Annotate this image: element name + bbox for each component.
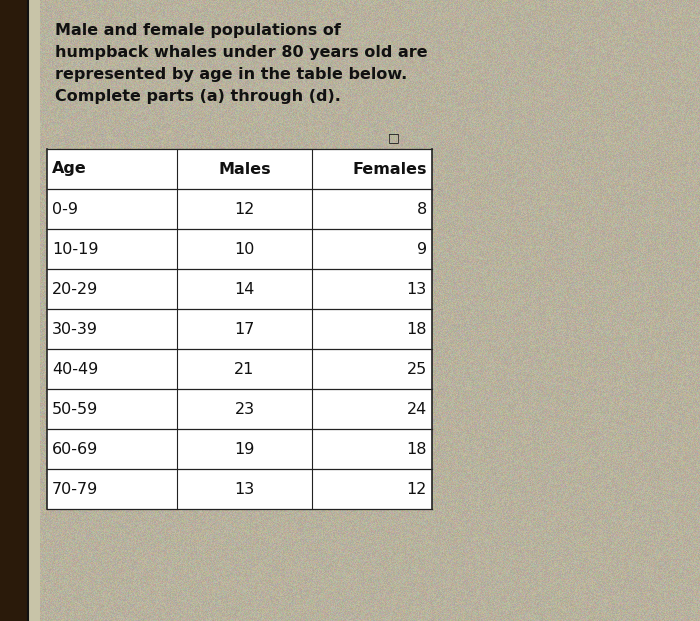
Text: 20-29: 20-29 [52, 281, 98, 296]
Text: represented by age in the table below.: represented by age in the table below. [55, 67, 407, 82]
Text: 0-9: 0-9 [52, 201, 78, 217]
Text: 30-39: 30-39 [52, 322, 98, 337]
Text: 12: 12 [407, 481, 427, 497]
Bar [28, 0, 40, 621]
Text: 23: 23 [234, 402, 255, 417]
Text: 13: 13 [234, 481, 255, 497]
Text: 40-49: 40-49 [52, 361, 98, 376]
Text: 17: 17 [234, 322, 255, 337]
Text: 70-79: 70-79 [52, 481, 98, 497]
Text: Males: Males [218, 161, 271, 176]
Text: Females: Females [353, 161, 427, 176]
Text: 19: 19 [234, 442, 255, 456]
Text: Complete parts (a) through (d).: Complete parts (a) through (d). [55, 89, 341, 104]
Text: 8: 8 [416, 201, 427, 217]
Text: 18: 18 [407, 442, 427, 456]
Bar [0, 0, 28, 621]
Text: Age: Age [52, 161, 87, 176]
Text: 10-19: 10-19 [52, 242, 99, 256]
Text: Male and female populations of: Male and female populations of [55, 23, 341, 38]
Text: 25: 25 [407, 361, 427, 376]
Text: humpback whales under 80 years old are: humpback whales under 80 years old are [55, 45, 428, 60]
Text: 24: 24 [407, 402, 427, 417]
Bar [47, 149, 432, 509]
Text: 14: 14 [234, 281, 255, 296]
Text: 60-69: 60-69 [52, 442, 98, 456]
Text: 13: 13 [407, 281, 427, 296]
Text: 10: 10 [234, 242, 255, 256]
Text: 18: 18 [407, 322, 427, 337]
Text: 50-59: 50-59 [52, 402, 98, 417]
Text: 9: 9 [417, 242, 427, 256]
Text: □: □ [388, 131, 400, 144]
Text: 21: 21 [234, 361, 255, 376]
Text: 12: 12 [234, 201, 255, 217]
